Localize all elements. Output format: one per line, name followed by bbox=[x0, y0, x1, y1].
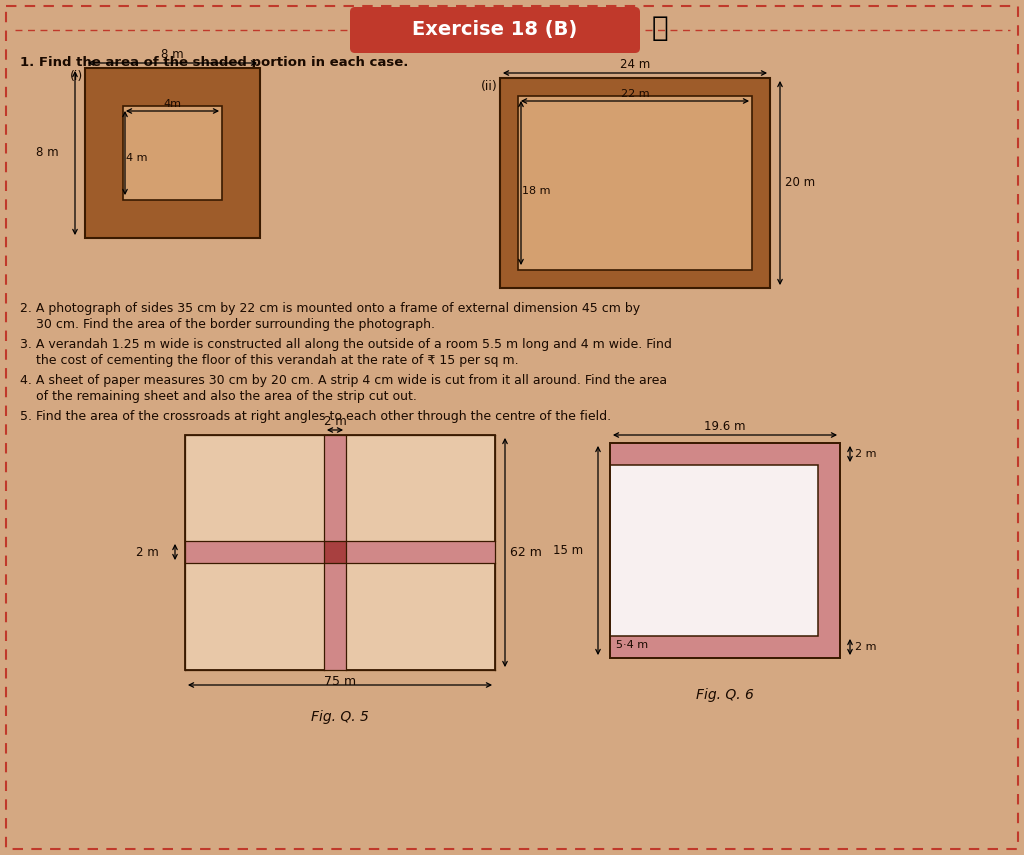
Bar bbox=[85, 68, 260, 238]
Bar bbox=[324, 541, 346, 563]
Text: Fig. Q. 6: Fig. Q. 6 bbox=[696, 688, 754, 702]
Text: 4m: 4m bbox=[164, 99, 181, 109]
Text: 2 m: 2 m bbox=[855, 449, 877, 459]
Text: (i): (i) bbox=[70, 70, 83, 83]
Text: of the remaining sheet and also the area of the strip cut out.: of the remaining sheet and also the area… bbox=[20, 390, 417, 403]
Bar bbox=[185, 541, 495, 563]
Text: 4. A sheet of paper measures 30 cm by 20 cm. A strip 4 cm wide is cut from it al: 4. A sheet of paper measures 30 cm by 20… bbox=[20, 374, 667, 387]
Bar bbox=[610, 465, 818, 636]
Text: 🤜: 🤜 bbox=[651, 14, 669, 42]
Text: 19.6 m: 19.6 m bbox=[705, 420, 745, 433]
Text: the cost of cementing the floor of this verandah at the rate of ₹ 15 per sq m.: the cost of cementing the floor of this … bbox=[20, 354, 518, 367]
Bar bbox=[324, 435, 346, 670]
Text: 3. A verandah 1.25 m wide is constructed all along the outside of a room 5.5 m l: 3. A verandah 1.25 m wide is constructed… bbox=[20, 338, 672, 351]
Text: 20 m: 20 m bbox=[785, 176, 815, 190]
Text: Fig. Q. 5: Fig. Q. 5 bbox=[311, 710, 369, 724]
Text: 5·4 m: 5·4 m bbox=[616, 640, 648, 650]
Bar bbox=[610, 443, 840, 658]
Text: 15 m: 15 m bbox=[553, 544, 583, 557]
Text: 62 m: 62 m bbox=[510, 546, 542, 559]
Text: 75 m: 75 m bbox=[324, 675, 356, 688]
Text: (ii): (ii) bbox=[481, 80, 498, 93]
Text: 8 m: 8 m bbox=[161, 48, 184, 61]
Text: 4 m: 4 m bbox=[126, 153, 147, 163]
Text: 2 m: 2 m bbox=[855, 642, 877, 652]
Text: 2 m: 2 m bbox=[324, 415, 346, 428]
Text: 8 m: 8 m bbox=[36, 146, 58, 160]
Text: Exercise 18 (B): Exercise 18 (B) bbox=[413, 21, 578, 39]
Bar bbox=[610, 443, 840, 658]
Bar bbox=[123, 106, 222, 200]
FancyBboxPatch shape bbox=[350, 7, 640, 53]
Bar bbox=[518, 96, 752, 270]
Text: 18 m: 18 m bbox=[522, 186, 551, 196]
Text: 2. A photograph of sides 35 cm by 22 cm is mounted onto a frame of external dime: 2. A photograph of sides 35 cm by 22 cm … bbox=[20, 302, 640, 315]
Text: 5. Find the area of the crossroads at right angles to each other through the cen: 5. Find the area of the crossroads at ri… bbox=[20, 410, 611, 423]
Text: 22 m: 22 m bbox=[621, 89, 649, 99]
Text: 30 cm. Find the area of the border surrounding the photograph.: 30 cm. Find the area of the border surro… bbox=[20, 318, 435, 331]
Text: 24 m: 24 m bbox=[620, 58, 650, 71]
Text: 1. Find the area of the shaded portion in each case.: 1. Find the area of the shaded portion i… bbox=[20, 56, 409, 69]
Bar bbox=[500, 78, 770, 288]
Text: 2 m: 2 m bbox=[135, 545, 159, 558]
Bar bbox=[185, 435, 495, 670]
